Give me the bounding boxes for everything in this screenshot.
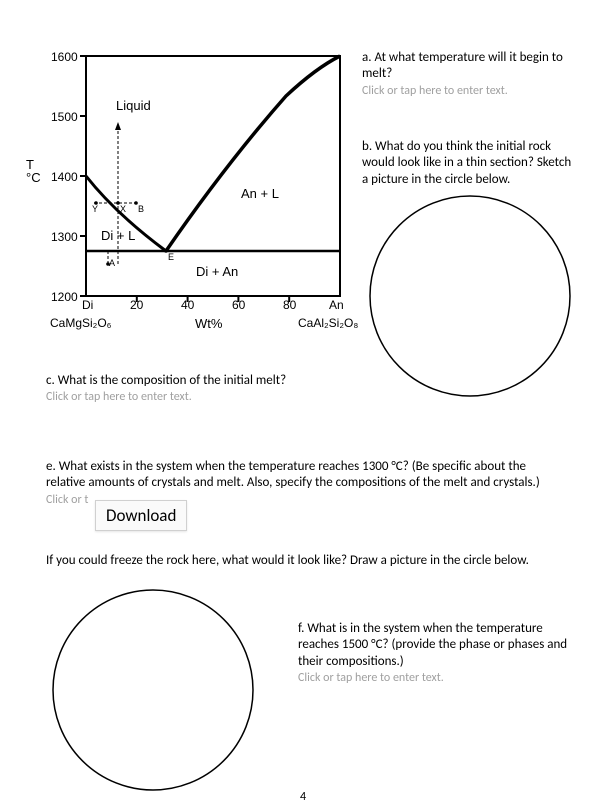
x-left-label: Di — [82, 298, 93, 312]
ytick-1300: 1300 — [51, 230, 78, 244]
xtick-60: 60 — [232, 298, 245, 312]
question-b: b. What do you think the initial rock wo… — [362, 139, 577, 188]
sketch-circle-2[interactable] — [49, 586, 257, 794]
question-f: f. What is in the system when the temper… — [298, 621, 573, 686]
x-axis-label: Wt% — [195, 316, 222, 331]
ytick-1600: 1600 — [51, 50, 78, 64]
download-button-wrap: Download — [95, 500, 187, 531]
question-c-text: c. What is the composition of the initia… — [46, 373, 286, 388]
ytick-1400: 1400 — [51, 170, 78, 184]
label-B: B — [138, 204, 144, 214]
label-liquid: Liquid — [116, 98, 151, 113]
page-number: 4 — [300, 790, 306, 804]
xtick-40: 40 — [181, 298, 194, 312]
question-f-placeholder[interactable]: Click or tap here to enter text. — [298, 671, 444, 685]
xtick-20: 20 — [130, 298, 143, 312]
y-axis-label: T °C — [26, 158, 41, 184]
worksheet-page: 1600 1500 1400 1300 1200 20 40 60 80 Di … — [0, 0, 608, 810]
draw-prompt-2: If you could freeze the rock here, what … — [46, 553, 566, 569]
x-left-formula: CaMgSi₂O₆ — [50, 316, 112, 330]
label-X: X — [120, 204, 126, 214]
xtick-80: 80 — [283, 298, 296, 312]
question-c: c. What is the composition of the initia… — [46, 373, 346, 406]
question-e-placeholder[interactable]: Click or t — [46, 493, 88, 507]
question-a-text: a. At what temperature will it begin to … — [362, 50, 563, 81]
label-di-l: Di + L — [101, 228, 135, 243]
x-right-label: An — [329, 298, 344, 312]
download-button[interactable]: Download — [95, 500, 187, 531]
question-b-text: b. What do you think the initial rock wo… — [362, 139, 571, 187]
label-an-l: An + L — [241, 186, 279, 201]
draw-prompt-2-text: If you could freeze the rock here, what … — [46, 553, 529, 568]
label-di-an: Di + An — [196, 264, 238, 279]
x-right-formula: CaAl₂Si₂O₈ — [298, 316, 358, 330]
phase-diagram: 1600 1500 1400 1300 1200 20 40 60 80 Di … — [46, 36, 346, 316]
label-Y: Y — [92, 204, 98, 214]
question-a-placeholder[interactable]: Click or tap here to enter text. — [362, 84, 508, 98]
question-f-text: f. What is in the system when the temper… — [298, 621, 567, 669]
question-a: a. At what temperature will it begin to … — [362, 50, 572, 99]
question-e-text: e. What exists in the system when the te… — [46, 459, 540, 490]
label-A: A — [109, 258, 115, 268]
ytick-1500: 1500 — [51, 110, 78, 124]
ytick-1200: 1200 — [51, 290, 78, 304]
question-c-placeholder[interactable]: Click or tap here to enter text. — [46, 390, 192, 404]
sketch-circle-1[interactable] — [366, 192, 574, 400]
label-E: E — [168, 252, 174, 262]
